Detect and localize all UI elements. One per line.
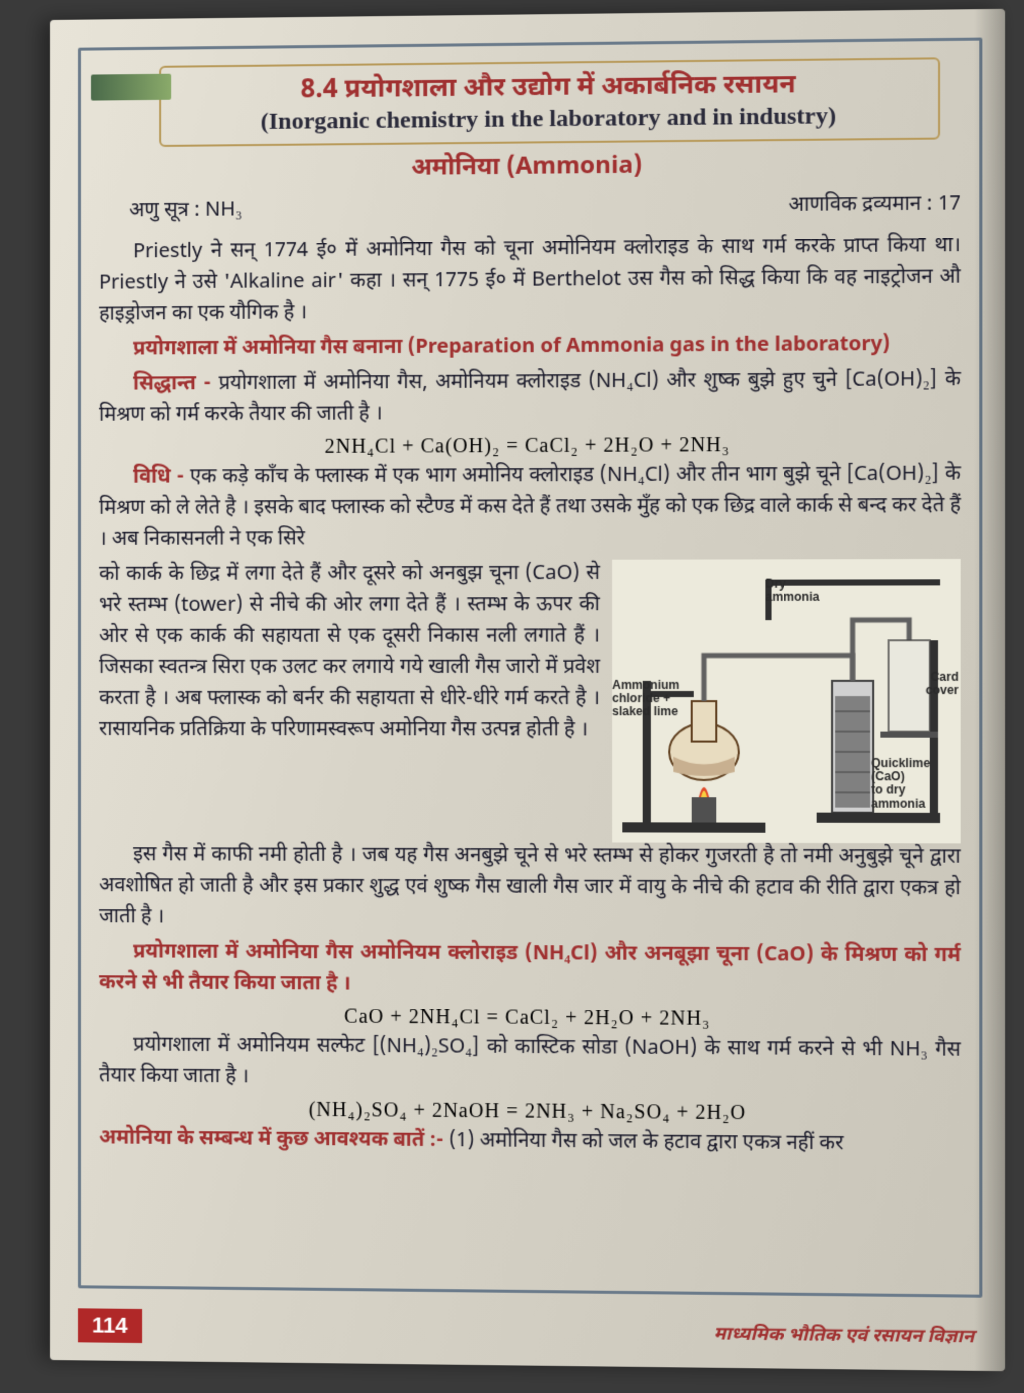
notes-text: (1) अमोनिया गैस को जल के हटाव द्वारा एकत… — [449, 1129, 844, 1158]
method-text-1: एक कड़े काँच के फ्लास्क में एक भाग अमोनि… — [99, 462, 961, 553]
diagram-label-ammonium: Ammoniumchloride +slaked lime — [612, 679, 683, 719]
cao-method-heading: प्रयोगशाला में अमोनिया गैस अमोनियम क्लोर… — [99, 938, 961, 1005]
method-paragraph-2: को कार्क के छिद्र में लगा देते हैं और दू… — [99, 560, 600, 748]
page-number: 114 — [78, 1308, 142, 1343]
moisture-paragraph: इस गैस में काफी नमी होती है । जब यह गैस … — [99, 841, 961, 938]
subsection-title: अमोनिया (Ammonia) — [99, 148, 961, 188]
section-title-text: प्रयोगशाला और उद्योग में अकार्बनिक रसायन — [345, 69, 796, 108]
molecular-formula: अणु सूत्र : NH₃ — [129, 196, 242, 228]
wrap-text-column: को कार्क के छिद्र में लगा देते हैं और दू… — [99, 560, 600, 843]
title-marker — [91, 74, 171, 101]
sulfate-paragraph: प्रयोगशाला में अमोनियम सल्फेट [(NH₄)₂SO₄… — [99, 1031, 961, 1099]
notes-label: अमोनिया के सम्बन्ध में कुछ आवश्यक बातें … — [99, 1126, 449, 1155]
diagram-label-card: Cardcover — [926, 671, 959, 698]
text-diagram-wrap: को कार्क के छिद्र में लगा देते हैं और दू… — [99, 559, 961, 843]
principle-label: सिद्धान्त - — [133, 372, 211, 398]
footer-book-title: माध्यमिक भौतिक एवं रसायन विज्ञान — [714, 1324, 975, 1350]
method-label: विधि - — [133, 465, 184, 491]
principle-paragraph: सिद्धान्त - प्रयोगशाला में अमोनिया गैस, … — [99, 366, 961, 433]
molecular-mass: आणविक द्रव्यमान : 17 — [789, 190, 961, 223]
section-title-box: 8.4 प्रयोगशाला और उद्योग में अकार्बनिक र… — [159, 57, 940, 147]
preparation-heading: प्रयोगशाला में अमोनिया गैस बनाना (Prepar… — [99, 330, 961, 366]
intro-paragraph: Priestly ने सन् 1774 ई० में अमोनिया गैस … — [99, 232, 961, 332]
notes-paragraph: अमोनिया के सम्बन्ध में कुछ आवश्यक बातें … — [99, 1124, 961, 1162]
apparatus-diagram: Dryammonia Ammoniumchloride +slaked lime… — [612, 559, 961, 843]
textbook-page: 8.4 प्रयोगशाला और उद्योग में अकार्बनिक र… — [50, 9, 1005, 1371]
diagram-label-quicklime: Quicklime (CaO)to dry ammonia — [871, 757, 959, 811]
equation-2: CaO + 2NH₄Cl = CaCl₂ + 2H₂O + 2NH₃ — [99, 1004, 961, 1032]
principle-text: प्रयोगशाला में अमोनिया गैस, अमोनियम क्लो… — [99, 368, 961, 430]
content-frame: 8.4 प्रयोगशाला और उद्योग में अकार्बनिक र… — [78, 38, 982, 1298]
section-title-en: (Inorganic chemistry in the laboratory a… — [201, 102, 897, 136]
equation-3: (NH₄)₂SO₄ + 2NaOH = 2NH₃ + Na₂SO₄ + 2H₂O — [99, 1097, 961, 1126]
method-paragraph-1: विधि - एक कड़े काँच के फ्लास्क में एक भा… — [99, 460, 961, 556]
equation-1: 2NH₄Cl + Ca(OH)₂ = CaCl₂ + 2H₂O + 2NH₃ — [99, 433, 961, 460]
section-number: 8.4 — [300, 74, 337, 109]
formula-row: अणु सूत्र : NH₃ आणविक द्रव्यमान : 17 — [99, 190, 961, 232]
diagram-label-dry: Dryammonia — [765, 578, 819, 605]
